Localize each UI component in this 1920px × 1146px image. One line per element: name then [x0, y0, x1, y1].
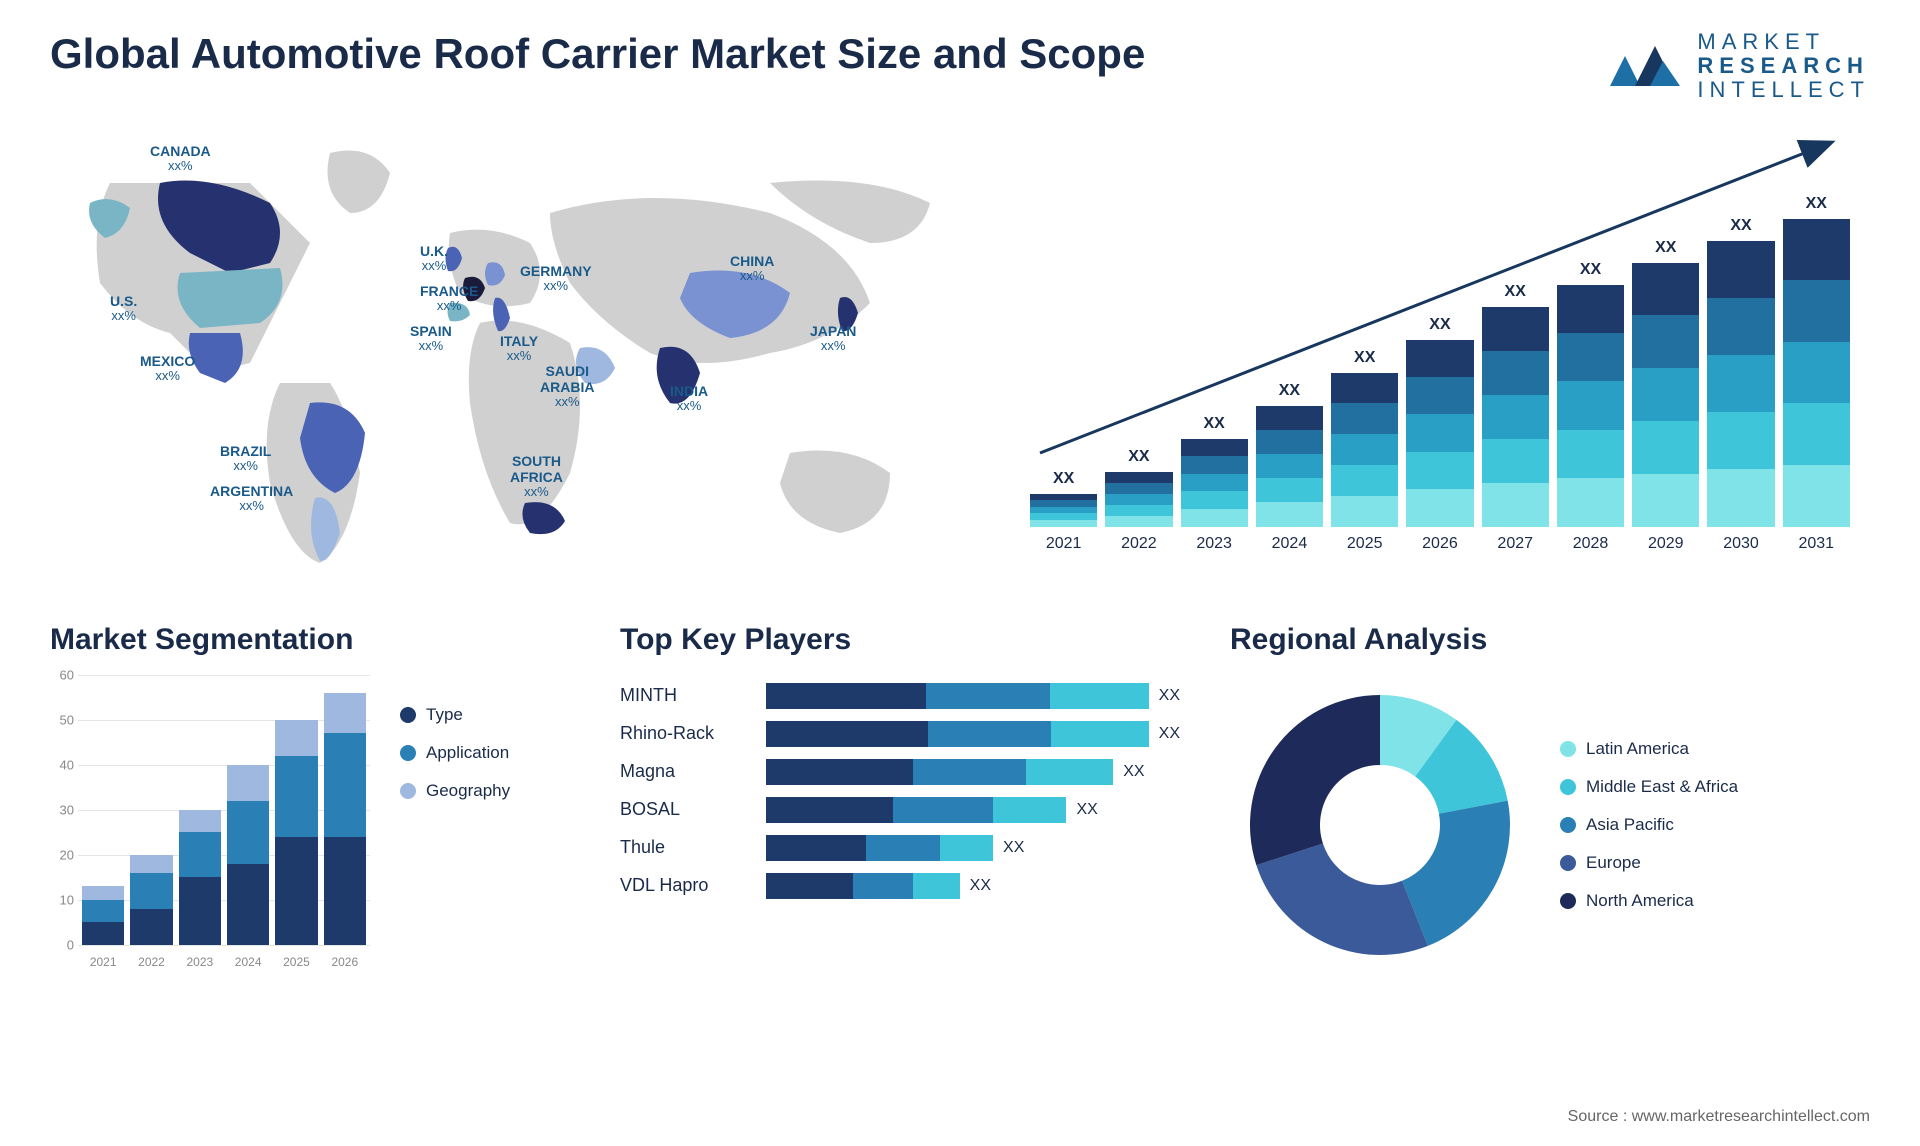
world-map: CANADAxx% U.S.xx% MEXICOxx% BRAZILxx% ARGENT…: [50, 123, 970, 583]
map-label: FRANCExx%: [420, 283, 478, 314]
player-row: ThuleXX: [620, 835, 1180, 861]
map-label: JAPANxx%: [810, 323, 856, 354]
growth-chart: XX2021XX2022XX2023XX2024XX2025XX2026XX20…: [1010, 123, 1870, 583]
map-label: SAUDIARABIAxx%: [540, 363, 594, 410]
legend-item: Type: [400, 705, 510, 725]
legend-item: Middle East & Africa: [1560, 777, 1738, 797]
growth-bar: XX2027: [1482, 283, 1549, 553]
map-label: U.S.xx%: [110, 293, 137, 324]
legend-item: Latin America: [1560, 739, 1738, 759]
map-label: MEXICOxx%: [140, 353, 195, 384]
map-label: ARGENTINAxx%: [210, 483, 293, 514]
player-row: Rhino-RackXX: [620, 721, 1180, 747]
page-title: Global Automotive Roof Carrier Market Si…: [50, 30, 1145, 78]
growth-bar: XX2028: [1557, 261, 1624, 553]
map-label: CHINAxx%: [730, 253, 774, 284]
legend-item: Europe: [1560, 853, 1738, 873]
segmentation-bar: [130, 855, 172, 945]
map-label: INDIAxx%: [670, 383, 708, 414]
brand-logo: MARKET RESEARCH INTELLECT: [1605, 30, 1870, 103]
logo-mark-icon: [1605, 41, 1685, 91]
regional-legend: Latin America Middle East & Africa Asia Pa…: [1560, 739, 1738, 911]
player-row: VDL HaproXX: [620, 873, 1180, 899]
segmentation-chart: 0102030405060 202120222023202420252026: [50, 675, 370, 975]
growth-bar: XX2026: [1406, 316, 1473, 553]
player-row: MagnaXX: [620, 759, 1180, 785]
map-label: SPAINxx%: [410, 323, 452, 354]
map-label: CANADAxx%: [150, 143, 211, 174]
logo-line1: MARKET: [1697, 30, 1870, 54]
source-text: Source : www.marketresearchintellect.com: [1568, 1108, 1870, 1126]
map-label: GERMANYxx%: [520, 263, 592, 294]
legend-item: Asia Pacific: [1560, 815, 1738, 835]
players-title: Top Key Players: [620, 623, 1180, 657]
growth-bar: XX2030: [1707, 217, 1774, 553]
map-label: U.K.xx%: [420, 243, 448, 274]
logo-line3: INTELLECT: [1697, 78, 1870, 102]
segmentation-legend: Type Application Geography: [400, 675, 510, 975]
legend-item: North America: [1560, 891, 1738, 911]
legend-item: Application: [400, 743, 510, 763]
legend-item: Geography: [400, 781, 510, 801]
donut-slice: [1256, 843, 1427, 954]
growth-bar: XX2024: [1256, 382, 1323, 553]
growth-bar: XX2022: [1105, 448, 1172, 553]
growth-bar: XX2021: [1030, 470, 1097, 553]
growth-bar: XX2025: [1331, 349, 1398, 553]
segmentation-bar: [324, 693, 366, 945]
map-label: SOUTHAFRICAxx%: [510, 453, 563, 500]
map-label: BRAZILxx%: [220, 443, 271, 474]
segmentation-bar: [275, 720, 317, 945]
segmentation-title: Market Segmentation: [50, 623, 570, 657]
growth-bar: XX2031: [1783, 195, 1850, 553]
growth-bar: XX2023: [1181, 415, 1248, 553]
segmentation-bar: [179, 810, 221, 945]
regional-donut: [1230, 675, 1530, 975]
player-row: BOSALXX: [620, 797, 1180, 823]
segmentation-bar: [82, 886, 124, 945]
growth-bar: XX2029: [1632, 239, 1699, 553]
segmentation-bar: [227, 765, 269, 945]
player-row: MINTHXX: [620, 683, 1180, 709]
players-chart: MINTHXX Rhino-RackXX MagnaXX BOSALXX ThuleXX…: [620, 675, 1180, 899]
logo-line2: RESEARCH: [1697, 54, 1870, 78]
donut-slice: [1250, 695, 1380, 865]
map-label: ITALYxx%: [500, 333, 538, 364]
regional-title: Regional Analysis: [1230, 623, 1870, 657]
